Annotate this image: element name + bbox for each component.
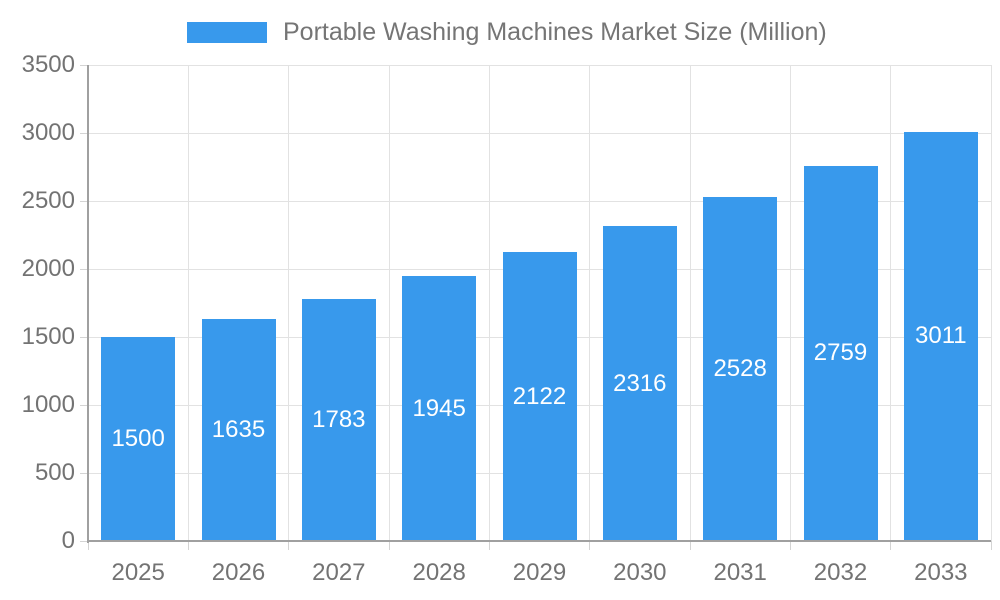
bar[interactable] xyxy=(602,226,677,540)
bar[interactable] xyxy=(903,131,978,540)
gridline-vertical xyxy=(288,65,290,541)
y-axis-tick xyxy=(80,404,88,406)
x-axis-tick xyxy=(388,541,390,550)
x-axis-tick xyxy=(488,541,490,550)
x-axis-tick xyxy=(689,541,691,550)
gridline-vertical xyxy=(187,65,189,541)
x-axis-tick xyxy=(589,541,591,550)
bar[interactable] xyxy=(803,165,878,540)
bar-value-label: 3011 xyxy=(915,322,967,350)
gridline-vertical xyxy=(689,65,691,541)
bar[interactable] xyxy=(703,197,778,540)
bar[interactable] xyxy=(201,318,276,540)
gridline-vertical xyxy=(388,65,390,541)
y-axis-tick-label: 2500 xyxy=(21,187,75,214)
y-axis-tick-label: 0 xyxy=(61,527,75,554)
x-axis-tick-label: 2026 xyxy=(211,559,266,586)
gridline-vertical xyxy=(789,65,791,541)
x-axis-tick-label: 2030 xyxy=(613,559,667,586)
gridline-vertical xyxy=(890,65,892,541)
y-axis-tick-label: 2000 xyxy=(21,255,75,282)
y-axis-tick xyxy=(80,540,88,542)
y-axis-tick xyxy=(80,64,88,66)
x-axis-tick xyxy=(890,541,892,550)
y-axis-tick-label: 3500 xyxy=(21,51,75,78)
gridline-vertical xyxy=(990,65,992,541)
x-axis-tick xyxy=(288,541,290,550)
x-axis-tick-label: 2025 xyxy=(111,559,165,586)
legend-swatch xyxy=(187,22,267,43)
y-axis-tick-label: 1500 xyxy=(21,323,75,350)
x-axis-tick xyxy=(990,541,992,550)
bar-value-label: 2316 xyxy=(613,369,667,397)
gridline-horizontal xyxy=(88,200,991,202)
gridline-vertical xyxy=(589,65,591,541)
bar-value-label: 1500 xyxy=(111,425,165,452)
legend-item[interactable]: Portable Washing Machines Market Size (M… xyxy=(187,20,827,45)
y-axis-line xyxy=(87,65,89,543)
x-axis-tick xyxy=(87,541,89,550)
x-axis-line xyxy=(88,540,991,542)
bar[interactable] xyxy=(301,298,376,540)
bar-value-label: 1783 xyxy=(312,405,366,433)
bar[interactable] xyxy=(101,337,176,540)
legend-label: Portable Washing Machines Market Size (M… xyxy=(283,18,827,46)
x-axis-tick-label: 2032 xyxy=(813,559,868,586)
gridline-vertical xyxy=(488,65,490,541)
y-axis-tick xyxy=(80,200,88,202)
x-axis-tick xyxy=(187,541,189,550)
gridline-horizontal xyxy=(88,64,991,66)
bar-value-label: 1635 xyxy=(211,415,266,443)
bar-value-label: 2528 xyxy=(713,355,767,383)
y-axis-tick xyxy=(80,268,88,270)
gridline-horizontal xyxy=(88,132,991,134)
x-axis-tick-label: 2031 xyxy=(713,559,767,586)
x-axis-tick-label: 2029 xyxy=(512,559,567,586)
bar-value-label: 2122 xyxy=(512,382,567,410)
bar[interactable] xyxy=(502,252,577,540)
y-axis-tick-label: 500 xyxy=(34,459,75,486)
bar-value-label: 1945 xyxy=(412,394,466,422)
y-axis-tick xyxy=(80,132,88,134)
bar[interactable] xyxy=(402,276,477,540)
bar-value-label: 2759 xyxy=(813,339,868,367)
y-axis-tick-label: 3000 xyxy=(21,119,75,146)
y-axis-tick xyxy=(80,336,88,338)
y-axis-tick xyxy=(80,472,88,474)
y-axis-tick-label: 1000 xyxy=(21,391,75,418)
x-axis-tick-label: 2028 xyxy=(412,559,466,586)
x-axis-tick-label: 2027 xyxy=(312,559,366,586)
x-axis-tick-label: 2033 xyxy=(914,559,968,586)
x-axis-tick xyxy=(789,541,791,550)
